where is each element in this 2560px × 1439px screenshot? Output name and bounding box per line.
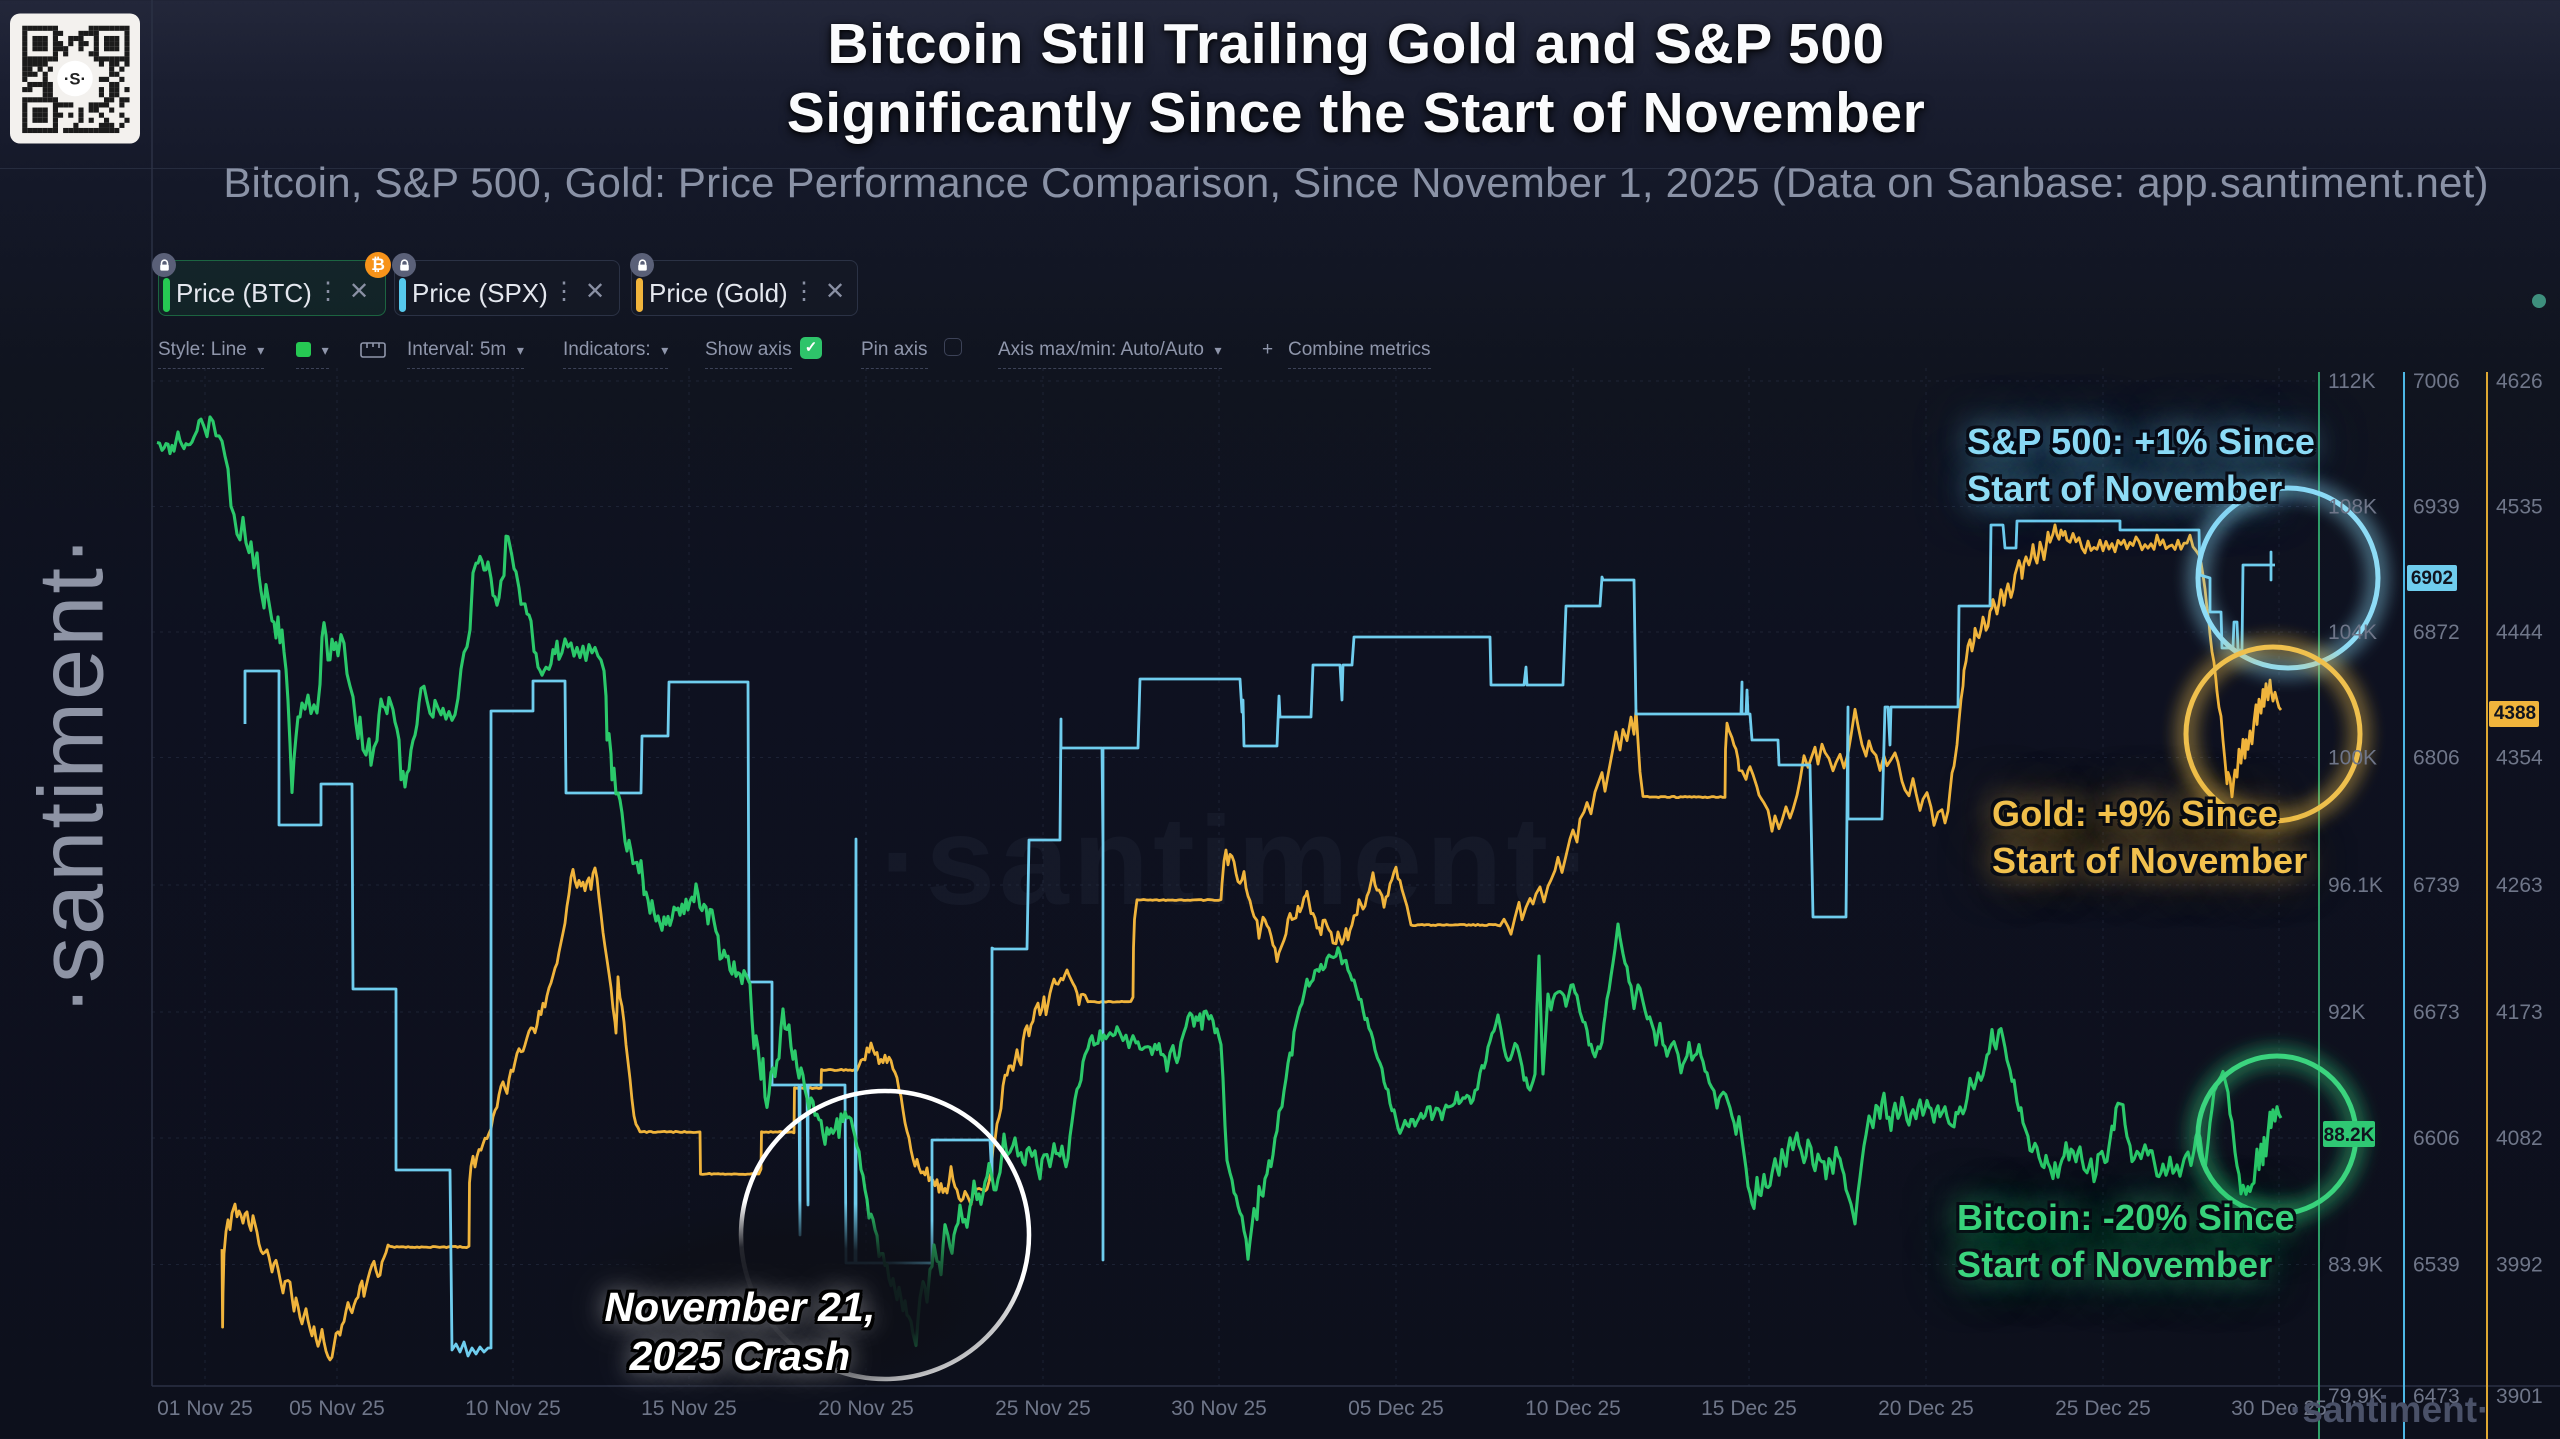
svg-text:88.2K: 88.2K bbox=[2324, 1125, 2375, 1146]
svg-text:4263: 4263 bbox=[2496, 874, 2543, 897]
svg-text:6872: 6872 bbox=[2413, 621, 2460, 644]
svg-text:104K: 104K bbox=[2328, 621, 2377, 644]
svg-text:20 Dec 25: 20 Dec 25 bbox=[1878, 1397, 1974, 1420]
svg-text:6673: 6673 bbox=[2413, 1001, 2460, 1024]
svg-text:6806: 6806 bbox=[2413, 747, 2460, 770]
svg-text:05 Dec 25: 05 Dec 25 bbox=[1348, 1397, 1444, 1420]
svg-text:96.1K: 96.1K bbox=[2328, 874, 2383, 897]
svg-text:4082: 4082 bbox=[2496, 1127, 2543, 1150]
svg-text:15 Dec 25: 15 Dec 25 bbox=[1701, 1397, 1797, 1420]
svg-text:4388: 4388 bbox=[2494, 703, 2536, 724]
svg-text:4535: 4535 bbox=[2496, 496, 2543, 519]
svg-text:30 Dec 25: 30 Dec 25 bbox=[2231, 1397, 2327, 1420]
svg-text:7006: 7006 bbox=[2413, 370, 2460, 393]
svg-text:10 Dec 25: 10 Dec 25 bbox=[1525, 1397, 1621, 1420]
svg-text:05 Nov 25: 05 Nov 25 bbox=[289, 1397, 385, 1420]
svg-text:4444: 4444 bbox=[2496, 621, 2543, 644]
svg-text:01 Nov 25: 01 Nov 25 bbox=[157, 1397, 253, 1420]
svg-text:108K: 108K bbox=[2328, 496, 2377, 519]
svg-text:·S·: ·S· bbox=[64, 70, 86, 89]
svg-text:112K: 112K bbox=[2328, 370, 2376, 393]
svg-text:100K: 100K bbox=[2328, 747, 2377, 770]
svg-text:79.9K: 79.9K bbox=[2328, 1385, 2383, 1408]
svg-text:4626: 4626 bbox=[2496, 370, 2543, 393]
svg-text:6606: 6606 bbox=[2413, 1127, 2460, 1150]
svg-text:3992: 3992 bbox=[2496, 1254, 2543, 1277]
svg-text:4354: 4354 bbox=[2496, 747, 2543, 770]
svg-text:3901: 3901 bbox=[2496, 1385, 2543, 1408]
svg-text:92K: 92K bbox=[2328, 1001, 2365, 1024]
svg-text:6939: 6939 bbox=[2413, 496, 2460, 519]
svg-text:6473: 6473 bbox=[2413, 1385, 2460, 1408]
svg-text:6739: 6739 bbox=[2413, 874, 2460, 897]
svg-text:30 Nov 25: 30 Nov 25 bbox=[1171, 1397, 1267, 1420]
svg-text:6902: 6902 bbox=[2411, 568, 2453, 589]
svg-text:83.9K: 83.9K bbox=[2328, 1254, 2383, 1277]
svg-text:25 Dec 25: 25 Dec 25 bbox=[2055, 1397, 2151, 1420]
svg-text:6539: 6539 bbox=[2413, 1254, 2460, 1277]
svg-text:4173: 4173 bbox=[2496, 1001, 2543, 1024]
